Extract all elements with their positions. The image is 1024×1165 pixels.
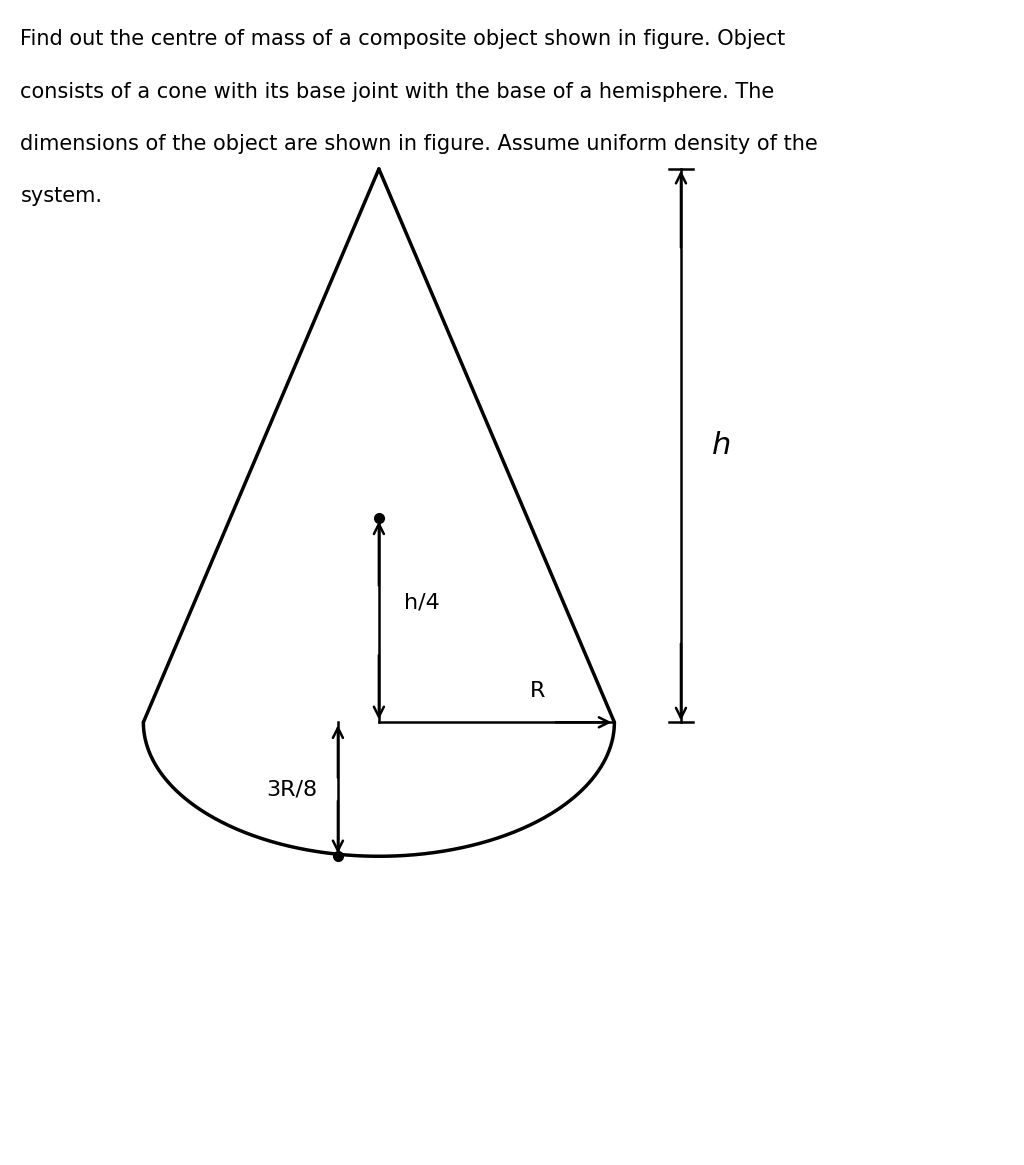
Text: system.: system. [20, 186, 102, 206]
Text: Find out the centre of mass of a composite object shown in figure. Object: Find out the centre of mass of a composi… [20, 29, 785, 49]
Text: R: R [529, 682, 546, 701]
Text: h/4: h/4 [404, 593, 440, 613]
Text: dimensions of the object are shown in figure. Assume uniform density of the: dimensions of the object are shown in fi… [20, 134, 818, 154]
Text: h: h [712, 431, 731, 460]
Text: consists of a cone with its base joint with the base of a hemisphere. The: consists of a cone with its base joint w… [20, 82, 775, 101]
Text: 3R/8: 3R/8 [266, 779, 317, 799]
